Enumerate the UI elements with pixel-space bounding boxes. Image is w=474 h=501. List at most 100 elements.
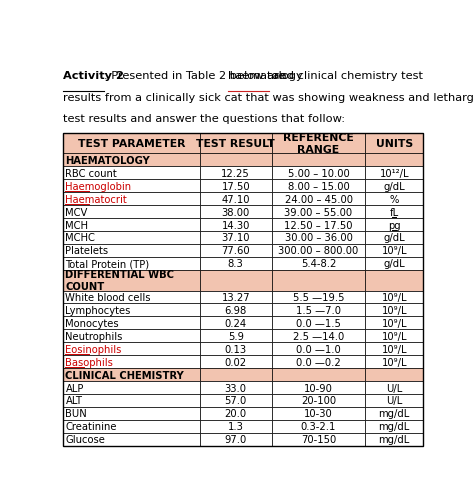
Text: REFERENCE
RANGE: REFERENCE RANGE <box>283 133 354 154</box>
Text: CLINICAL CHEMISTRY: CLINICAL CHEMISTRY <box>65 370 184 380</box>
Bar <box>272 317 365 330</box>
Bar <box>272 231 365 244</box>
Bar <box>365 193 423 206</box>
Bar <box>365 407 423 420</box>
Bar <box>200 291 272 304</box>
Text: RBC count: RBC count <box>65 168 117 178</box>
Bar <box>200 420 272 433</box>
Bar <box>272 420 365 433</box>
Bar <box>200 206 272 218</box>
Text: 1.5 —7.0: 1.5 —7.0 <box>296 305 341 315</box>
Text: Total Protein (TP): Total Protein (TP) <box>65 259 150 269</box>
Bar <box>272 193 365 206</box>
Bar <box>200 167 272 180</box>
Text: 33.0: 33.0 <box>225 383 247 393</box>
Bar <box>200 270 272 291</box>
Bar <box>63 218 200 231</box>
Bar <box>200 133 272 154</box>
Bar <box>200 304 272 317</box>
Text: Platelets: Platelets <box>65 246 109 256</box>
Text: 10⁹/L: 10⁹/L <box>382 318 407 328</box>
Bar <box>200 343 272 356</box>
Bar <box>272 330 365 343</box>
Text: 10⁹/L: 10⁹/L <box>382 344 407 354</box>
Text: haematology: haematology <box>228 71 303 81</box>
Bar <box>272 356 365 368</box>
Bar <box>272 167 365 180</box>
Text: HAEMATOLOGY: HAEMATOLOGY <box>65 155 150 165</box>
Text: Lymphocytes: Lymphocytes <box>65 305 131 315</box>
Bar <box>200 258 272 270</box>
Bar <box>200 244 272 258</box>
Text: 2.5 —14.0: 2.5 —14.0 <box>293 331 344 341</box>
Text: 10⁹/L: 10⁹/L <box>382 246 407 256</box>
Bar <box>200 218 272 231</box>
Text: Creatinine: Creatinine <box>65 421 117 431</box>
Bar <box>365 206 423 218</box>
Text: and clinical chemistry test: and clinical chemistry test <box>269 71 423 81</box>
Bar <box>365 394 423 407</box>
Text: 10⁹/L: 10⁹/L <box>382 305 407 315</box>
Bar <box>365 317 423 330</box>
Bar <box>272 407 365 420</box>
Bar <box>365 381 423 394</box>
Bar <box>272 433 365 446</box>
Text: g/dL: g/dL <box>383 233 405 243</box>
Text: 47.10: 47.10 <box>221 194 250 204</box>
Text: 300.00 – 800.00: 300.00 – 800.00 <box>278 246 359 256</box>
Text: %: % <box>390 194 399 204</box>
Bar <box>200 368 272 381</box>
Text: DIFFERENTIAL WBC
COUNT: DIFFERENTIAL WBC COUNT <box>65 270 174 292</box>
Text: Haemoglobin: Haemoglobin <box>65 181 132 191</box>
Text: 14.30: 14.30 <box>221 220 250 230</box>
Text: Neutrophils: Neutrophils <box>65 331 123 341</box>
Bar <box>272 218 365 231</box>
Bar <box>63 407 200 420</box>
Bar <box>272 154 365 167</box>
Text: TEST RESULT: TEST RESULT <box>196 139 275 149</box>
Bar <box>365 368 423 381</box>
Text: 77.60: 77.60 <box>221 246 250 256</box>
Text: U/L: U/L <box>386 383 402 393</box>
Bar <box>200 407 272 420</box>
Text: 0.0 —1.0: 0.0 —1.0 <box>296 344 341 354</box>
Text: 1.3: 1.3 <box>228 421 244 431</box>
Text: MCHC: MCHC <box>65 233 95 243</box>
Text: 10⁹/L: 10⁹/L <box>382 331 407 341</box>
Text: MCH: MCH <box>65 220 89 230</box>
Bar <box>365 420 423 433</box>
Text: Activity 2: Activity 2 <box>63 71 124 81</box>
Text: 70-150: 70-150 <box>301 434 336 444</box>
Text: Monocytes: Monocytes <box>65 318 119 328</box>
Text: 8.3: 8.3 <box>228 259 244 269</box>
Bar <box>63 258 200 270</box>
Bar <box>63 154 200 167</box>
Text: 20.0: 20.0 <box>225 409 247 419</box>
Bar <box>365 154 423 167</box>
Text: 10-90: 10-90 <box>304 383 333 393</box>
Bar <box>365 244 423 258</box>
Text: 5.4-8.2: 5.4-8.2 <box>301 259 336 269</box>
Bar <box>63 133 200 154</box>
Bar <box>63 270 200 291</box>
Bar <box>63 356 200 368</box>
Text: ALT: ALT <box>65 396 82 406</box>
Text: 10-30: 10-30 <box>304 409 333 419</box>
Text: White blood cells: White blood cells <box>65 293 151 303</box>
Bar <box>63 330 200 343</box>
Text: 0.0 —1.5: 0.0 —1.5 <box>296 318 341 328</box>
Text: MCV: MCV <box>65 207 88 217</box>
Text: 12.50 – 17.50: 12.50 – 17.50 <box>284 220 353 230</box>
Text: 39.00 – 55.00: 39.00 – 55.00 <box>284 207 353 217</box>
Text: Glucose: Glucose <box>65 434 105 444</box>
Bar <box>272 381 365 394</box>
Text: Basophils: Basophils <box>65 357 113 367</box>
Text: 37.10: 37.10 <box>221 233 250 243</box>
Bar <box>63 381 200 394</box>
Text: ALP: ALP <box>65 383 84 393</box>
Text: mg/dL: mg/dL <box>379 409 410 419</box>
Bar <box>365 304 423 317</box>
Bar <box>63 244 200 258</box>
Text: mg/dL: mg/dL <box>379 421 410 431</box>
Bar <box>63 231 200 244</box>
